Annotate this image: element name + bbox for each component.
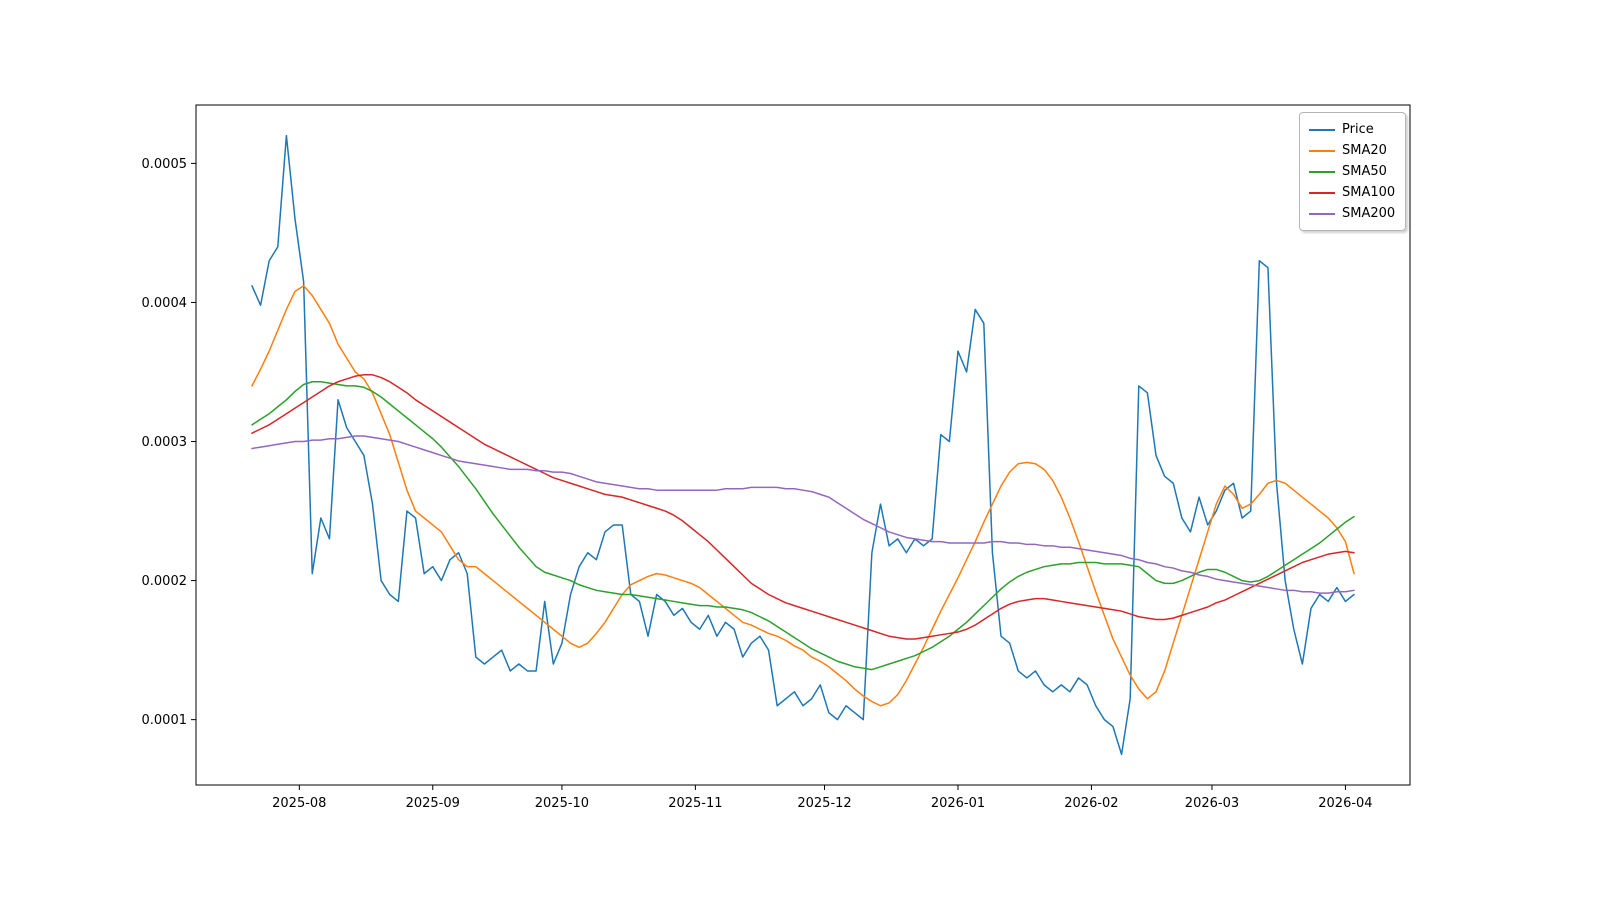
legend-label: Price [1342,122,1374,137]
y-tick-label: 0.0001 [142,713,188,728]
legend-line-swatch [1309,150,1335,152]
legend: Price SMA20 SMA50 SMA100 SMA200 [1299,112,1407,231]
x-tick-label: 2025-08 [272,796,326,811]
y-tick-label: 0.0004 [142,296,188,311]
legend-label: SMA50 [1342,164,1387,179]
legend-item-sma20: SMA20 [1309,141,1395,161]
x-tick-label: 2026-02 [1064,796,1118,811]
y-tick-label: 0.0003 [142,435,188,450]
legend-line-swatch [1309,171,1335,173]
legend-line-swatch [1309,192,1335,194]
x-tick-label: 2026-01 [931,796,985,811]
legend-line-swatch [1309,213,1335,215]
x-tick-label: 2025-10 [535,796,589,811]
series-line-sma100 [251,374,1355,640]
series-line-sma50 [251,380,1355,671]
series-line-sma20 [251,285,1355,707]
x-tick-label: 2026-04 [1318,796,1372,811]
y-tick-label: 0.0002 [142,574,188,589]
series-line-sma200 [251,435,1355,594]
legend-item-sma100: SMA100 [1309,183,1395,203]
x-axis: 2025-08 2025-09 2025-10 2025-11 2025-12 2026-… [272,785,1373,811]
legend-label: SMA20 [1342,143,1387,158]
series-line-price [251,134,1355,756]
axes-frame [195,104,1411,786]
x-tick-label: 2025-12 [797,796,851,811]
legend-label: SMA200 [1342,206,1396,221]
legend-label: SMA100 [1342,185,1396,200]
legend-line-swatch [1309,129,1335,131]
legend-item-sma200: SMA200 [1309,204,1395,224]
y-tick-label: 0.0005 [142,157,188,172]
x-tick-label: 2025-09 [406,796,460,811]
legend-item-price: Price [1309,120,1395,140]
legend-item-sma50: SMA50 [1309,162,1395,182]
x-tick-label: 2026-03 [1185,796,1239,811]
x-tick-label: 2025-11 [668,796,722,811]
y-axis: 0.0001 0.0002 0.0003 0.0004 0.0005 [142,157,196,728]
